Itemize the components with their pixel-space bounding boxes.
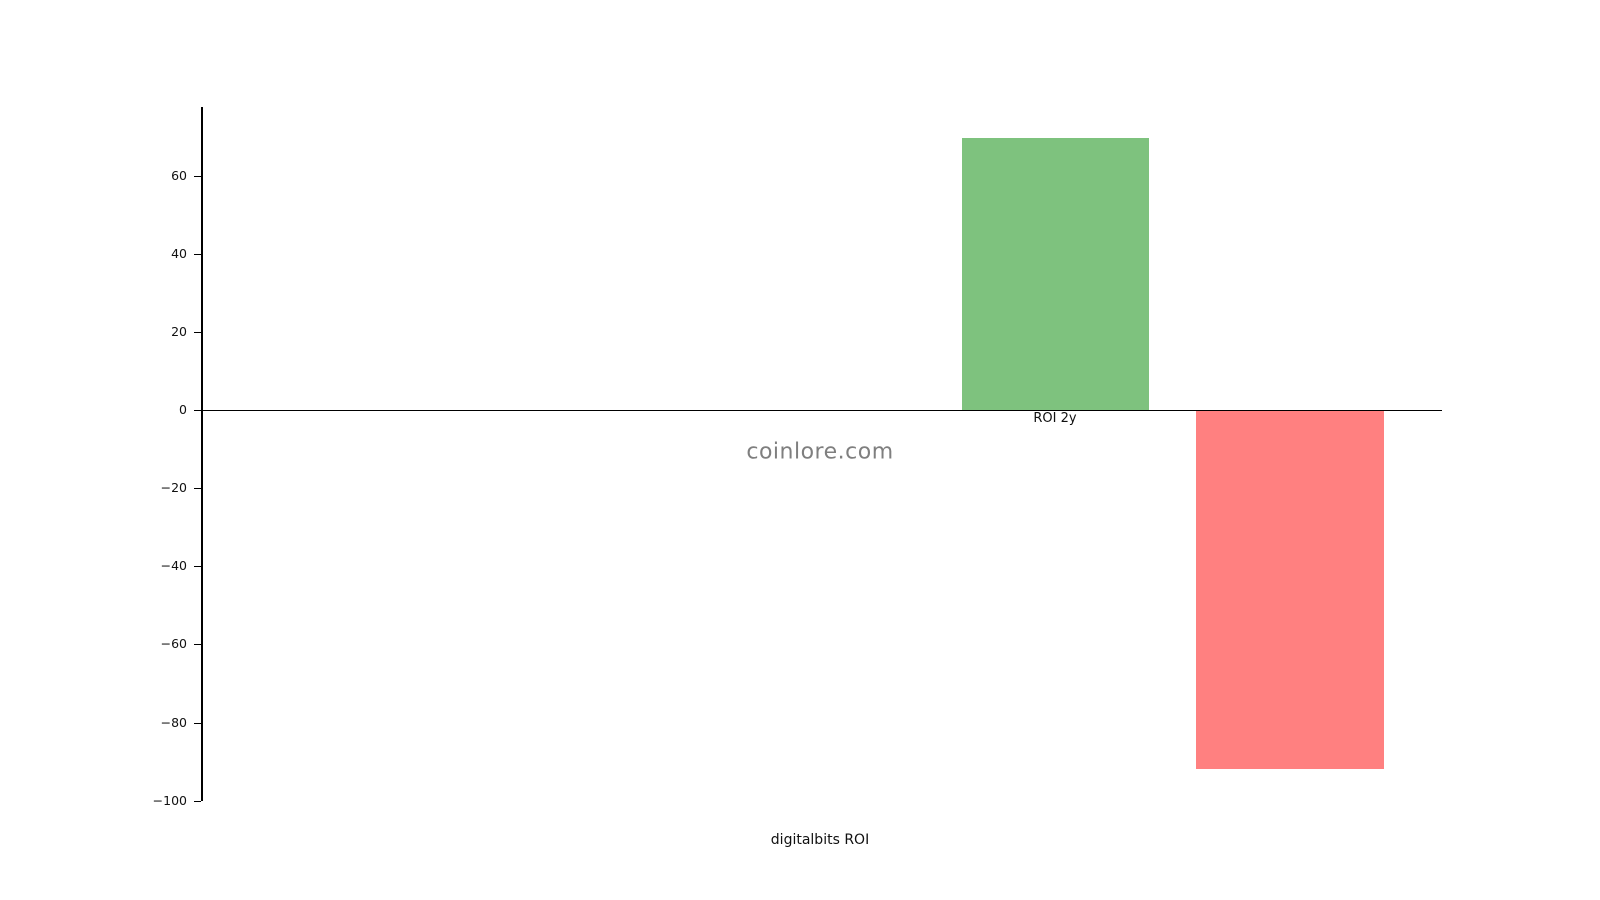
watermark-text: coinlore.com [746, 439, 894, 465]
y-tick-mark [194, 253, 201, 255]
y-tick-label: −100 [152, 792, 187, 808]
y-axis-spine [201, 107, 203, 801]
y-tick-mark [194, 331, 201, 333]
y-tick-label: −80 [160, 714, 187, 730]
y-tick-mark [194, 566, 201, 568]
y-tick-label: 20 [171, 323, 187, 339]
bar-roi-2y [962, 138, 1149, 410]
y-tick-mark [194, 800, 201, 802]
y-tick-label: 40 [171, 245, 187, 261]
y-tick-mark [194, 175, 201, 177]
y-tick-label: 60 [171, 167, 187, 183]
y-tick-label: −60 [160, 636, 187, 652]
y-tick-mark [194, 410, 201, 411]
bar-unlabeled [1196, 411, 1384, 769]
y-tick-mark [194, 644, 201, 646]
y-tick-mark [194, 488, 201, 490]
y-tick-label: 0 [179, 402, 187, 417]
x-axis-zero-line [201, 410, 1442, 412]
y-tick-label: −40 [160, 558, 187, 574]
x-axis-label: digitalbits ROI [770, 832, 870, 848]
x-tick-label-roi-2y: ROI 2y [1033, 411, 1077, 426]
y-tick-label: −20 [160, 480, 187, 496]
y-tick-mark [194, 722, 201, 724]
